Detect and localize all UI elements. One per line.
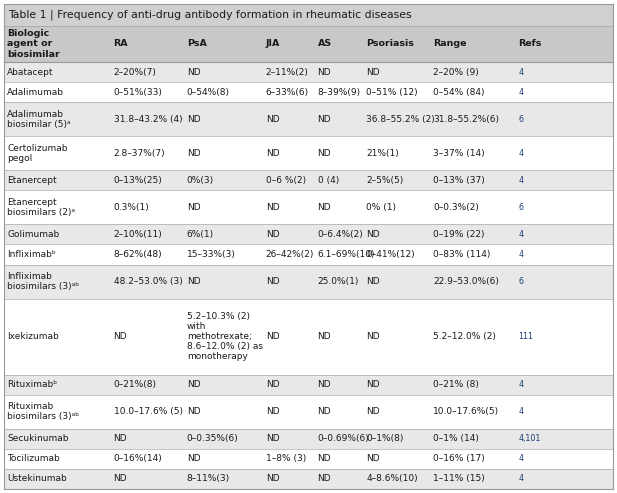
Text: 0 (4): 0 (4): [318, 176, 339, 185]
Text: Golimumab: Golimumab: [7, 230, 59, 239]
Text: 2–20%(7): 2–20%(7): [114, 68, 157, 76]
Text: ND: ND: [266, 407, 280, 416]
Text: 0.3%(1): 0.3%(1): [114, 203, 149, 212]
Text: 5.2–10.3% (2)
with
methotrexate;
8.6–12.0% (2) as
monotherapy: 5.2–10.3% (2) with methotrexate; 8.6–12.…: [187, 312, 263, 361]
Text: 0–41%(12): 0–41%(12): [366, 250, 415, 259]
Text: 22.9–53.0%(6): 22.9–53.0%(6): [433, 277, 499, 286]
Text: 10.0–17.6%(5): 10.0–17.6%(5): [433, 407, 499, 416]
Text: ND: ND: [266, 332, 280, 341]
Text: RA: RA: [114, 39, 128, 48]
Text: ND: ND: [187, 407, 201, 416]
Text: 0–21% (8): 0–21% (8): [433, 380, 479, 389]
Text: ND: ND: [266, 115, 280, 124]
Text: 25.0%(1): 25.0%(1): [318, 277, 359, 286]
Text: 5.2–12.0% (2): 5.2–12.0% (2): [433, 332, 496, 341]
Text: JIA: JIA: [266, 39, 280, 48]
Bar: [4, 245, 613, 265]
Text: Adalimumab
biosimilar (5)ᵃ: Adalimumab biosimilar (5)ᵃ: [7, 109, 70, 129]
Text: Psoriasis: Psoriasis: [366, 39, 414, 48]
Text: ND: ND: [187, 277, 201, 286]
Text: Tocilizumab: Tocilizumab: [7, 455, 60, 463]
Text: ND: ND: [266, 203, 280, 212]
Text: ND: ND: [266, 149, 280, 158]
Text: 48.2–53.0% (3): 48.2–53.0% (3): [114, 277, 183, 286]
Text: ND: ND: [318, 332, 331, 341]
Text: ND: ND: [318, 474, 331, 484]
Text: ND: ND: [187, 455, 201, 463]
Text: AS: AS: [318, 39, 332, 48]
Bar: [4, 395, 613, 429]
Text: ND: ND: [318, 407, 331, 416]
Text: ND: ND: [187, 203, 201, 212]
Bar: [4, 102, 613, 136]
Text: 0–6 %(2): 0–6 %(2): [266, 176, 306, 185]
Text: 111: 111: [518, 332, 534, 341]
Text: 21%(1): 21%(1): [366, 149, 399, 158]
Bar: [4, 449, 613, 469]
Text: ND: ND: [187, 149, 201, 158]
Text: 0–0.35%(6): 0–0.35%(6): [187, 434, 238, 443]
Text: ND: ND: [266, 434, 280, 443]
Bar: [4, 62, 613, 82]
Text: 4–8.6%(10): 4–8.6%(10): [366, 474, 418, 484]
Text: Certolizumab
pegol: Certolizumab pegol: [7, 144, 67, 163]
Text: 6–33%(6): 6–33%(6): [266, 88, 309, 97]
Text: 4: 4: [518, 407, 524, 416]
Text: 0–13% (37): 0–13% (37): [433, 176, 485, 185]
Bar: [4, 190, 613, 224]
Text: ND: ND: [318, 115, 331, 124]
Text: 15–33%(3): 15–33%(3): [187, 250, 236, 259]
Text: Biologic
agent or
biosimilar: Biologic agent or biosimilar: [7, 30, 60, 59]
Text: 3–37% (14): 3–37% (14): [433, 149, 485, 158]
Text: 1–11% (15): 1–11% (15): [433, 474, 485, 484]
Bar: [4, 170, 613, 190]
Text: ND: ND: [266, 277, 280, 286]
Text: ND: ND: [366, 407, 380, 416]
Text: Adalimumab: Adalimumab: [7, 88, 64, 97]
Text: ND: ND: [114, 434, 127, 443]
Text: ND: ND: [187, 115, 201, 124]
Text: ND: ND: [366, 277, 380, 286]
Bar: [4, 82, 613, 102]
Text: 10.0–17.6% (5): 10.0–17.6% (5): [114, 407, 183, 416]
Bar: [4, 26, 613, 62]
Text: Rituximab
biosimilars (3)ᵃᵇ: Rituximab biosimilars (3)ᵃᵇ: [7, 402, 79, 422]
Text: Infliximabᵇ: Infliximabᵇ: [7, 250, 56, 259]
Text: Infliximab
biosimilars (3)ᵃᵇ: Infliximab biosimilars (3)ᵃᵇ: [7, 272, 79, 291]
Text: 6%(1): 6%(1): [187, 230, 213, 239]
Text: ND: ND: [266, 230, 280, 239]
Text: 4: 4: [518, 474, 524, 484]
Text: 0–13%(25): 0–13%(25): [114, 176, 162, 185]
Text: ND: ND: [366, 332, 380, 341]
Text: 31.8–55.2%(6): 31.8–55.2%(6): [433, 115, 499, 124]
Text: 0–0.3%(2): 0–0.3%(2): [433, 203, 479, 212]
Text: 0–16% (17): 0–16% (17): [433, 455, 485, 463]
Text: 8–62%(48): 8–62%(48): [114, 250, 162, 259]
Text: 31.8–43.2% (4): 31.8–43.2% (4): [114, 115, 182, 124]
Text: Abatacept: Abatacept: [7, 68, 54, 76]
Bar: [4, 299, 613, 375]
Text: 0–0.69%(6): 0–0.69%(6): [318, 434, 370, 443]
Text: 4: 4: [518, 88, 524, 97]
Text: 4: 4: [518, 380, 524, 389]
Text: 0–51%(33): 0–51%(33): [114, 88, 162, 97]
Text: Refs: Refs: [518, 39, 542, 48]
Text: 0–21%(8): 0–21%(8): [114, 380, 157, 389]
Text: ND: ND: [318, 68, 331, 76]
Bar: [4, 469, 613, 489]
Text: 0–54% (84): 0–54% (84): [433, 88, 485, 97]
Text: 8–39%(9): 8–39%(9): [318, 88, 361, 97]
Text: 36.8–55.2% (2): 36.8–55.2% (2): [366, 115, 435, 124]
Text: ND: ND: [366, 380, 380, 389]
Text: ND: ND: [266, 380, 280, 389]
Text: 4: 4: [518, 230, 524, 239]
Text: 1–8% (3): 1–8% (3): [266, 455, 306, 463]
Text: Etanercept
biosimilars (2)ᵃ: Etanercept biosimilars (2)ᵃ: [7, 198, 75, 217]
Bar: [4, 136, 613, 170]
Text: 0–51% (12): 0–51% (12): [366, 88, 418, 97]
Text: ND: ND: [366, 68, 380, 76]
Text: 2.8–37%(7): 2.8–37%(7): [114, 149, 165, 158]
Text: ND: ND: [318, 455, 331, 463]
Bar: [4, 375, 613, 395]
Text: 6: 6: [518, 277, 524, 286]
